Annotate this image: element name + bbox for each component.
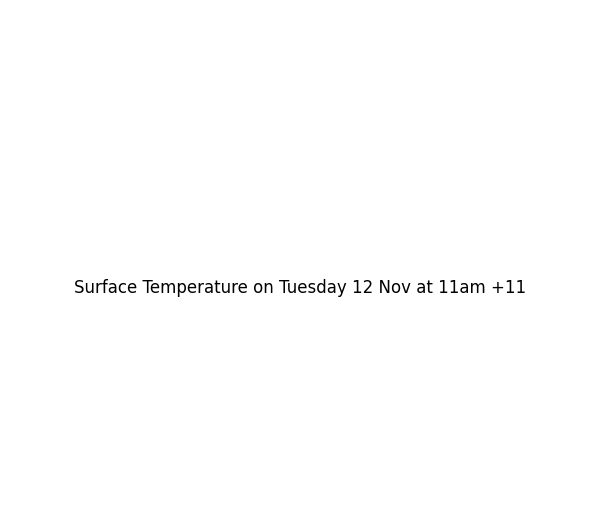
Text: Surface Temperature on Tuesday 12 Nov at 11am +11: Surface Temperature on Tuesday 12 Nov at… <box>75 279 526 297</box>
